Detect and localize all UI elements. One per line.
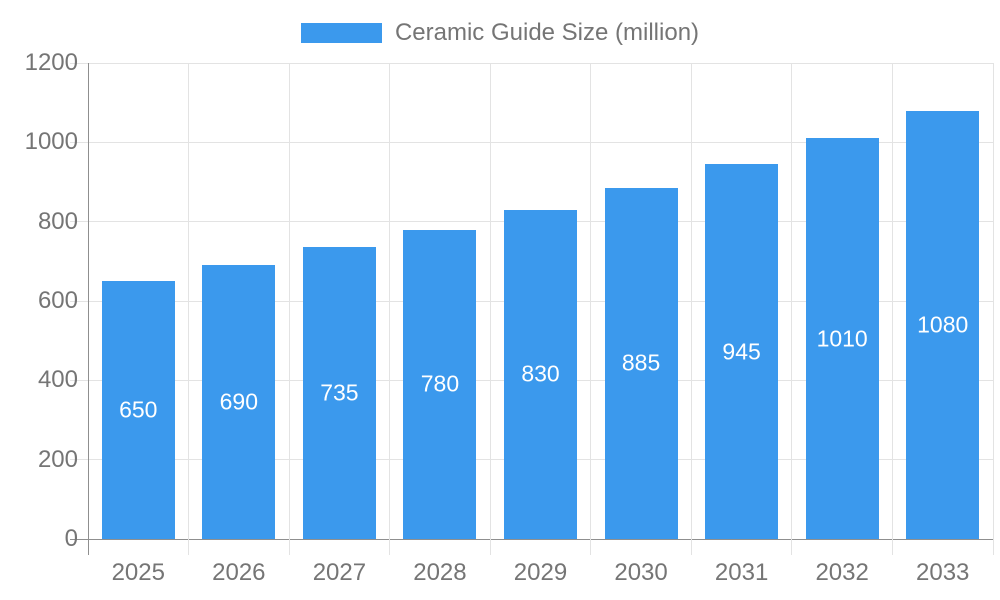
bar-value-label: 830 bbox=[521, 360, 560, 387]
x-axis-tick-label: 2029 bbox=[513, 559, 568, 586]
bar-2028[interactable]: 780 bbox=[403, 229, 477, 539]
y-axis-tick-label: 1200 bbox=[24, 49, 78, 76]
y-axis-tick-label: 400 bbox=[37, 366, 78, 394]
x-gridline bbox=[992, 63, 994, 555]
x-gridline bbox=[188, 63, 190, 555]
x-axis-baseline bbox=[70, 538, 993, 540]
bar-value-label: 885 bbox=[621, 349, 661, 376]
bar-2027[interactable]: 735 bbox=[302, 247, 376, 539]
bar-value-label: 650 bbox=[119, 396, 158, 423]
x-gridline bbox=[489, 63, 491, 555]
x-axis-tick-label: 2027 bbox=[312, 559, 367, 586]
chart-legend[interactable]: Ceramic Guide Size (million) bbox=[0, 14, 1000, 52]
y-gridline bbox=[70, 141, 993, 143]
x-axis-tick-label: 2032 bbox=[815, 559, 869, 586]
y-axis-tick-label: 0 bbox=[64, 525, 78, 552]
x-axis-tick-label: 2033 bbox=[916, 559, 970, 586]
bar-2030[interactable]: 885 bbox=[604, 187, 678, 539]
x-gridline bbox=[891, 63, 893, 555]
legend-swatch bbox=[300, 23, 382, 43]
x-axis-tick-label: 2026 bbox=[212, 559, 266, 586]
bar-value-label: 1010 bbox=[816, 325, 868, 352]
bar-value-label: 780 bbox=[420, 370, 460, 397]
y-axis-tick-label: 200 bbox=[37, 445, 78, 473]
bar-2033[interactable]: 1080 bbox=[906, 110, 980, 539]
y-axis-tick-label: 1000 bbox=[24, 128, 78, 156]
y-axis-line bbox=[87, 63, 89, 555]
bar-2032[interactable]: 1010 bbox=[805, 138, 879, 539]
x-gridline bbox=[590, 63, 592, 555]
x-gridline bbox=[389, 63, 391, 555]
x-gridline bbox=[288, 63, 290, 555]
x-axis-tick-label: 2030 bbox=[614, 559, 668, 586]
legend-label: Ceramic Guide Size (million) bbox=[394, 19, 700, 46]
bar-2029[interactable]: 830 bbox=[504, 209, 577, 539]
bar-value-label: 945 bbox=[722, 338, 761, 365]
x-gridline bbox=[791, 63, 793, 555]
bar-2026[interactable]: 690 bbox=[202, 265, 276, 539]
bar-2025[interactable]: 650 bbox=[101, 281, 175, 539]
bar-value-label: 1080 bbox=[917, 311, 969, 338]
y-gridline bbox=[70, 62, 993, 64]
x-gridline bbox=[690, 63, 692, 555]
x-axis-tick-label: 2031 bbox=[714, 559, 769, 586]
x-axis-tick-label: 2028 bbox=[413, 559, 467, 586]
bar-value-label: 735 bbox=[320, 379, 359, 406]
plot-area: 650 690 735 780 830 885 945 1010 1080 bbox=[70, 62, 994, 555]
bar-value-label: 690 bbox=[219, 388, 259, 415]
y-axis-tick-label: 800 bbox=[37, 207, 78, 235]
x-axis-tick-label: 2025 bbox=[111, 559, 165, 586]
y-axis-tick-label: 600 bbox=[37, 287, 78, 314]
bar-2031[interactable]: 945 bbox=[705, 164, 779, 539]
